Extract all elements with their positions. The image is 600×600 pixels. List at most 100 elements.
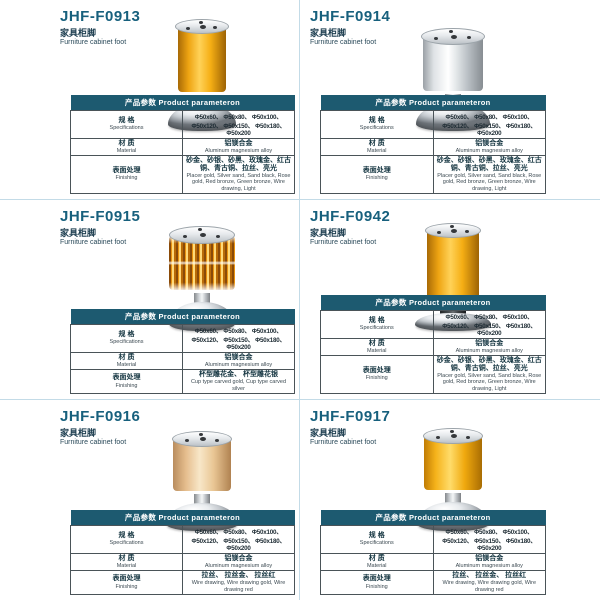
product-code: JHF-F0914 [310,8,391,25]
spec-values: Φ50x60、 Φ50x80、 Φ50x100、 Φ50x120、 Φ50x15… [432,309,546,339]
finishing-label: 表面处理 Finishing [70,154,183,195]
material-label: 材 质 Material [70,137,183,156]
product-header: JHF-F0916 家具柜脚 Furniture cabinet foot [60,408,140,446]
product-name-en: Furniture cabinet foot [60,39,127,46]
finishing-values: 拉丝、 拉丝金、 拉丝红 Wire drawing, Wire drawing g… [432,570,546,595]
spec-table: 产品参数 Product parameteron 规 格 Specificatio… [70,509,295,595]
foot-body [424,436,482,490]
screw-hole [449,30,454,34]
finishing-label: 表面处理 Finishing [320,354,434,395]
product-code: JHF-F0916 [60,408,141,425]
spec-table: 产品参数 Product parameteron 规 格 Specificatio… [320,294,546,395]
finishing-values: 砂金、砂银、砂黑、玫瑰金、红古铜、青古铜、拉丝、亮光 Placer gold, S… [432,154,546,195]
foot-cap [172,431,232,447]
screw-hole [436,230,441,234]
screw-hole [198,433,203,437]
screw-hole [214,438,219,442]
finishing-values: 拉丝、 拉丝金、 拉丝红 Wire drawing, Wire drawing g… [182,570,295,595]
table-title: 产品参数 Product parameteron [70,509,295,526]
product-name-en: Furniture cabinet foot [60,439,127,446]
screw-hole [200,437,207,442]
product-card-f0914: JHF-F0914 家具柜脚 Furniture cabinet foot 产品… [300,0,600,200]
screw-hole [198,21,203,25]
product-header: JHF-F0915 家具柜脚 Furniture cabinet foot [60,208,140,246]
product-name-cn: 家具柜脚 [310,428,347,438]
screw-hole [449,430,454,434]
product-code: JHF-F0915 [60,208,141,225]
screw-hole [451,34,458,39]
product-card-f0917: JHF-F0917 家具柜脚 Furniture cabinet foot 产品… [300,400,600,600]
foot-neck [194,293,210,304]
spec-values: Φ50x60、 Φ50x80、 Φ50x100、 Φ50x120、 Φ50x15… [432,109,546,139]
screw-hole [213,26,218,30]
spec-label: 规 格 Specifications [320,309,434,339]
screw-hole [466,36,471,40]
spec-label: 规 格 Specifications [320,524,434,554]
screw-hole [198,228,203,232]
screw-hole [186,26,191,30]
product-name-cn: 家具柜脚 [310,28,347,38]
spec-values: Φ50x60、 Φ50x80、 Φ50x100、 Φ50x120、 Φ50x15… [182,323,295,353]
product-card-f0916: JHF-F0916 家具柜脚 Furniture cabinet foot 产品… [0,400,300,600]
spec-label: 规 格 Specifications [70,524,183,554]
finishing-label: 表面处理 Finishing [70,369,183,394]
spec-table: 产品参数 Product parameteron 规 格 Specificatio… [320,94,546,195]
product-card-f0942: JHF-F0942 家具柜脚 Furniture cabinet foot 产品… [300,200,600,400]
foot-cap [421,28,485,45]
material-label: 材 质 Material [70,351,183,371]
material-values: 铝镁合金 Aluminum magnesium alloy [182,351,295,371]
foot-cap [423,428,483,444]
product-name-en: Furniture cabinet foot [60,239,127,246]
product-name-cn: 家具柜脚 [60,228,97,238]
product-code: JHF-F0942 [310,208,391,225]
finishing-label: 表面处理 Finishing [70,570,183,595]
spec-values: Φ50x60、 Φ50x80、 Φ50x100、 Φ50x120、 Φ50x15… [432,524,546,554]
material-label: 材 质 Material [320,137,434,156]
product-name-cn: 家具柜脚 [310,228,347,238]
spec-table: 产品参数 Product parameteron 规 格 Specificatio… [70,308,295,394]
product-name-cn: 家具柜脚 [60,28,97,38]
product-card-f0913: JHF-F0913 家具柜脚 Furniture cabinet foot 产品… [0,0,300,200]
product-code: JHF-F0917 [310,408,391,425]
spec-label: 规 格 Specifications [70,323,183,353]
material-values: 铝镁合金 Aluminum magnesium alloy [432,337,546,356]
screw-hole [182,235,187,239]
material-label: 材 质 Material [70,552,183,572]
screw-hole [216,234,221,238]
spec-label: 规 格 Specifications [320,109,434,139]
spec-values: Φ50x60、 Φ50x80、 Φ50x100、 Φ50x120、 Φ50x15… [182,109,295,139]
screw-hole [200,24,207,29]
product-name-en: Furniture cabinet foot [310,39,377,46]
product-header: JHF-F0914 家具柜脚 Furniture cabinet foot [310,8,390,46]
product-card-f0915: JHF-F0915 家具柜脚 Furniture cabinet foot 产品… [0,200,300,400]
foot-neck [194,494,210,505]
foot-body [423,37,483,91]
foot-neck [445,493,461,504]
product-name-en: Furniture cabinet foot [310,239,377,246]
material-label: 材 质 Material [320,337,434,356]
screw-hole [451,228,458,233]
product-header: JHF-F0942 家具柜脚 Furniture cabinet foot [310,208,390,246]
screw-hole [465,435,470,439]
product-code: JHF-F0913 [60,8,141,25]
foot-body [178,26,226,92]
material-values: 铝镁合金 Aluminum magnesium alloy [182,552,295,572]
foot-body [427,230,479,300]
product-name-cn: 家具柜脚 [60,428,97,438]
foot-cap [175,19,229,34]
finishing-values: 砂金、砂银、砂黑、玫瑰金、红古铜、青古铜、拉丝、亮光 Placer gold, S… [432,354,546,395]
product-header: JHF-F0917 家具柜脚 Furniture cabinet foot [310,408,390,446]
foot-body [173,439,231,491]
material-label: 材 质 Material [320,552,434,572]
screw-hole [184,439,189,443]
material-values: 铝镁合金 Aluminum magnesium alloy [432,137,546,156]
finishing-label: 表面处理 Finishing [320,570,434,595]
material-values: 铝镁合金 Aluminum magnesium alloy [432,552,546,572]
table-title: 产品参数 Product parameteron [70,94,295,111]
screw-hole [200,233,207,238]
finishing-label: 表面处理 Finishing [320,154,434,195]
table-title: 产品参数 Product parameteron [320,509,546,526]
screw-hole [434,36,439,40]
spec-values: Φ50x60、 Φ50x80、 Φ50x100、 Φ50x120、 Φ50x15… [182,524,295,554]
foot-cap [169,226,235,244]
